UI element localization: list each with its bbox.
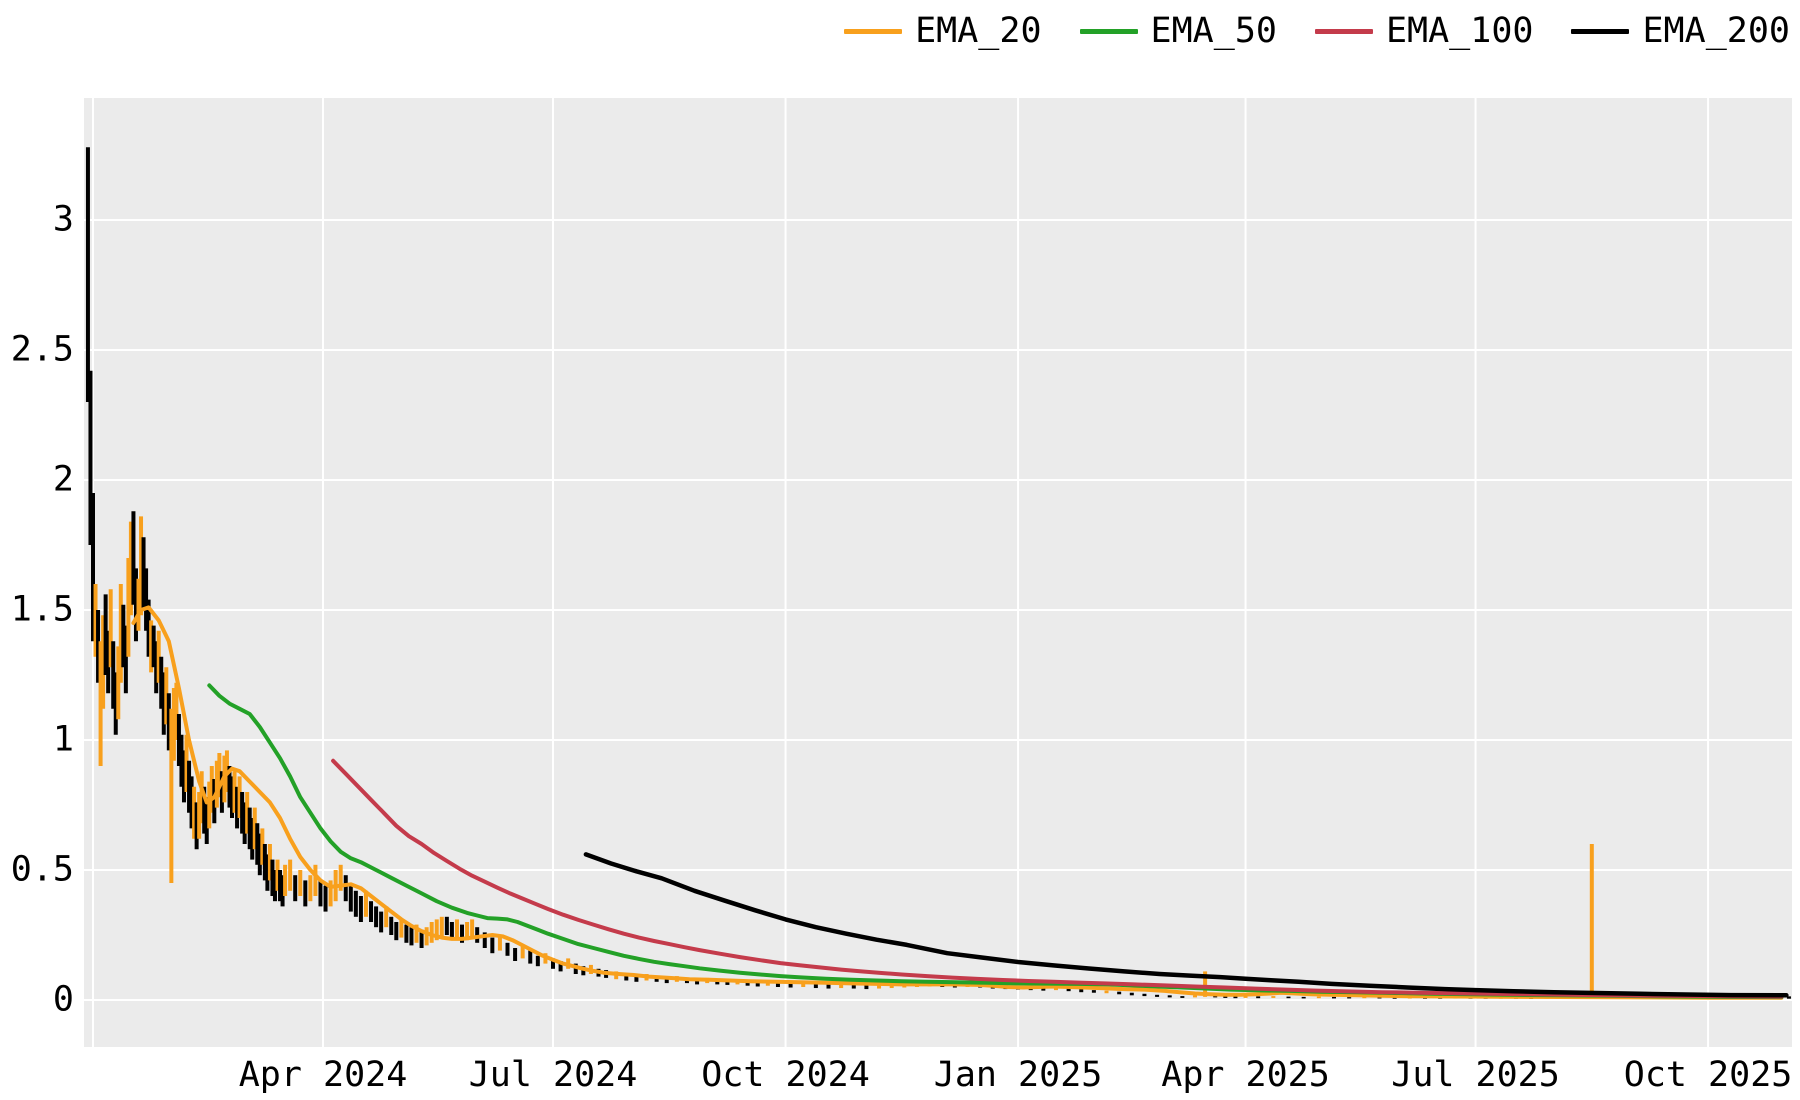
legend-label: EMA_100 bbox=[1385, 11, 1534, 51]
legend-line-swatch bbox=[1079, 29, 1138, 34]
x-tick-label: Jan 2025 bbox=[933, 1055, 1103, 1095]
y-tick-label: 2 bbox=[52, 459, 74, 500]
legend-item-ema-100: EMA_100 bbox=[1314, 11, 1534, 51]
x-tick-label: Jul 2024 bbox=[468, 1055, 638, 1095]
legend-label: EMA_20 bbox=[915, 11, 1042, 51]
y-tick-label: 2.5 bbox=[10, 329, 74, 370]
legend-item-ema-20: EMA_20 bbox=[844, 11, 1042, 51]
legend-label: EMA_50 bbox=[1150, 11, 1277, 51]
x-tick-label: Apr 2024 bbox=[238, 1055, 408, 1095]
legend: EMA_20 EMA_50 EMA_100 EMA_200 bbox=[844, 14, 1790, 49]
y-tick-label: 1 bbox=[52, 719, 74, 760]
x-tick-label: Jul 2025 bbox=[1391, 1055, 1560, 1095]
x-tick-label: Oct 2025 bbox=[1623, 1055, 1793, 1095]
y-tick-label: 1.5 bbox=[10, 589, 74, 630]
ema-200-line bbox=[583, 852, 1789, 998]
y-tick-label: 0 bbox=[52, 979, 74, 1020]
legend-item-ema-200: EMA_200 bbox=[1571, 14, 1790, 49]
ema-100-line bbox=[331, 758, 1784, 999]
legend-line-swatch bbox=[844, 29, 903, 34]
y-tick-label: 3 bbox=[52, 199, 74, 240]
x-tick-label: Apr 2025 bbox=[1161, 1055, 1330, 1095]
x-tick-label: Oct 2024 bbox=[701, 1055, 870, 1095]
legend-label: EMA_200 bbox=[1642, 11, 1790, 51]
legend-line-swatch bbox=[1314, 29, 1373, 34]
y-tick-label: 0.5 bbox=[10, 849, 74, 890]
legend-line-swatch bbox=[1571, 29, 1630, 34]
ema-20-line bbox=[131, 605, 1784, 1000]
legend-item-ema-50: EMA_50 bbox=[1079, 11, 1277, 51]
plot-background bbox=[84, 98, 1792, 1047]
